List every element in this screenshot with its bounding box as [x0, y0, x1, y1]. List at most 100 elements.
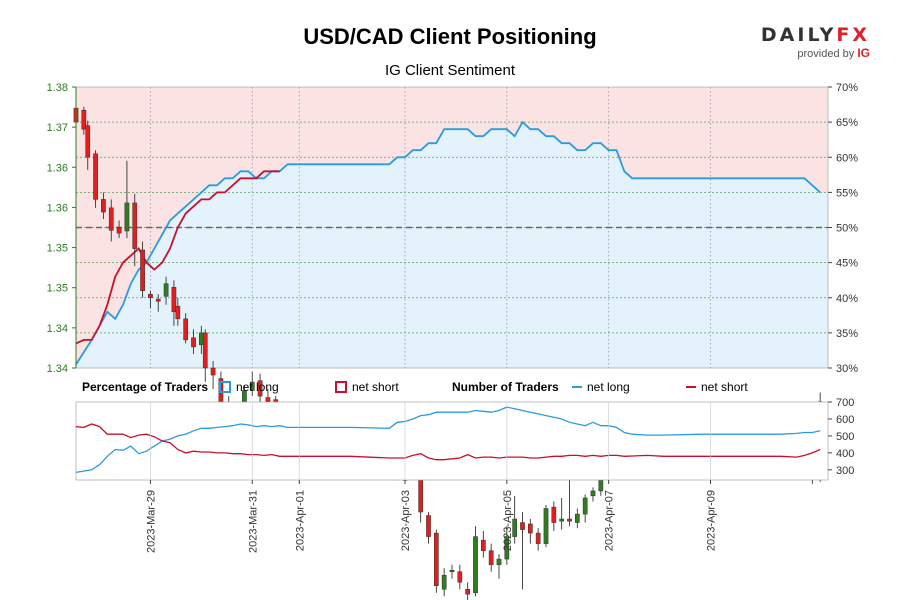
candle-body — [85, 125, 91, 158]
logo-daily: DAILY — [760, 24, 837, 46]
percent-tick-label: 50% — [836, 223, 858, 235]
price-tick-label: 1.36 — [47, 162, 68, 174]
x-tick-label: 2023-Apr-07 — [604, 490, 616, 551]
x-tick-label: 2023-Mar-31 — [247, 490, 259, 553]
candle-body — [108, 207, 114, 231]
legend-pct-long-swatch — [219, 381, 231, 393]
candle-body — [163, 283, 169, 297]
legend-pct-long-label: net long — [236, 380, 279, 394]
legend-pct-short-swatch — [335, 381, 347, 393]
x-tick-label: 2023-Mar-29 — [145, 490, 157, 553]
candle-body — [449, 570, 455, 572]
candle-body — [249, 381, 255, 391]
count-tick-label: 700 — [836, 397, 854, 409]
candle-body — [124, 202, 130, 232]
candle-body — [504, 536, 510, 560]
candle-body — [257, 380, 263, 397]
x-tick-label: 2023-Apr-09 — [706, 490, 718, 551]
candle-body — [171, 286, 177, 313]
legend-num-long-label: net long — [587, 380, 630, 394]
x-tick-label: 2023-Apr-01 — [294, 490, 306, 551]
chart-subtitle: IG Client Sentiment — [384, 62, 516, 79]
candle-body — [210, 367, 216, 376]
net-short-count-line — [75, 423, 821, 461]
net-long-percent-line — [75, 120, 821, 365]
price-tick-label: 1.35 — [47, 243, 68, 255]
candle-body — [473, 536, 478, 594]
candle-body — [81, 109, 87, 130]
candle-body — [441, 574, 447, 590]
legend-number-title: Number of Traders — [452, 380, 559, 394]
percent-tick-label: 55% — [836, 187, 858, 199]
candle-body — [543, 508, 549, 544]
candle-body — [191, 337, 196, 348]
x-tick-label: 2023-Apr-05 — [502, 490, 514, 551]
percent-tick-label: 70% — [836, 82, 858, 94]
count-tick-label: 300 — [836, 465, 854, 477]
candle-body — [590, 490, 596, 497]
candle-body — [265, 397, 271, 402]
count-tick-label: 500 — [836, 431, 854, 443]
chart-title: USD/CAD Client Positioning — [303, 24, 597, 49]
logo-provided-text: provided by — [797, 48, 855, 60]
net-short-percent-line — [75, 170, 280, 345]
percent-tick-label: 30% — [836, 363, 858, 375]
count-tick-label: 600 — [836, 414, 854, 426]
candle-body — [457, 571, 463, 583]
price-tick-label: 1.34 — [47, 323, 68, 335]
chart-legend: Percentage of Traders net long net short… — [82, 380, 748, 394]
candle-body — [426, 515, 431, 537]
percent-tick-label: 60% — [836, 152, 858, 164]
candle-body — [559, 518, 565, 522]
candle-body — [433, 532, 439, 587]
candle-body — [535, 532, 541, 544]
candle-body — [582, 497, 588, 515]
long-zone-fill — [76, 122, 828, 368]
price-tick-label: 1.38 — [47, 82, 68, 94]
candle-body — [175, 305, 181, 320]
percent-tick-label: 45% — [836, 258, 858, 270]
logo-ig: IG — [857, 46, 870, 60]
logo-provided-by: provided by IG — [760, 46, 870, 60]
logo-wordmark: DAILYFX — [760, 24, 870, 46]
candle-body — [520, 522, 525, 530]
net-long-count-line — [75, 406, 821, 474]
candle-body — [183, 318, 189, 341]
candle-body — [512, 518, 518, 537]
bottom-panel-frame — [75, 401, 829, 481]
price-tick-label: 1.36 — [47, 202, 68, 214]
candle-body — [198, 332, 204, 346]
price-tick-label: 1.34 — [47, 363, 68, 375]
candle-body — [93, 153, 98, 200]
candle-body — [140, 249, 145, 291]
price-tick-label: 1.37 — [47, 122, 68, 134]
candle-body — [148, 293, 153, 298]
legend-pct-short-label: net short — [352, 380, 399, 394]
percent-tick-label: 35% — [836, 328, 858, 340]
candle-body — [202, 332, 208, 369]
percent-tick-label: 65% — [836, 117, 858, 129]
candle-body — [527, 523, 533, 534]
trader-count-panel: 300 400 500 600 700 — [75, 397, 854, 481]
count-tick-label: 400 — [836, 448, 854, 460]
candle-body — [132, 202, 138, 249]
candle-body — [101, 199, 106, 213]
candle-body — [465, 589, 471, 595]
dailyfx-logo: DAILYFX provided by IG — [760, 24, 870, 60]
percent-tick-label: 40% — [836, 293, 858, 305]
price-tick-label: 1.35 — [47, 283, 68, 295]
candle-body — [116, 227, 122, 234]
candle-body — [155, 298, 161, 302]
candle-body — [574, 513, 580, 523]
sentiment-price-panel: 1.34 1.34 1.35 1.35 1.36 1.36 1.37 1.38 30% 35% 40… — [47, 82, 858, 600]
x-tick-label: 2023-Apr-03 — [400, 490, 412, 551]
candle-body — [567, 518, 572, 522]
x-axis: 2023-Mar-29 2023-Mar-31 2023-Apr-01 2023-Ap… — [145, 480, 718, 553]
legend-num-short-label: net short — [701, 380, 748, 394]
candle-body — [480, 539, 486, 551]
logo-fx: FX — [836, 24, 870, 46]
candle-body — [488, 550, 494, 565]
candle-body — [551, 506, 557, 523]
candle-body — [496, 558, 502, 565]
